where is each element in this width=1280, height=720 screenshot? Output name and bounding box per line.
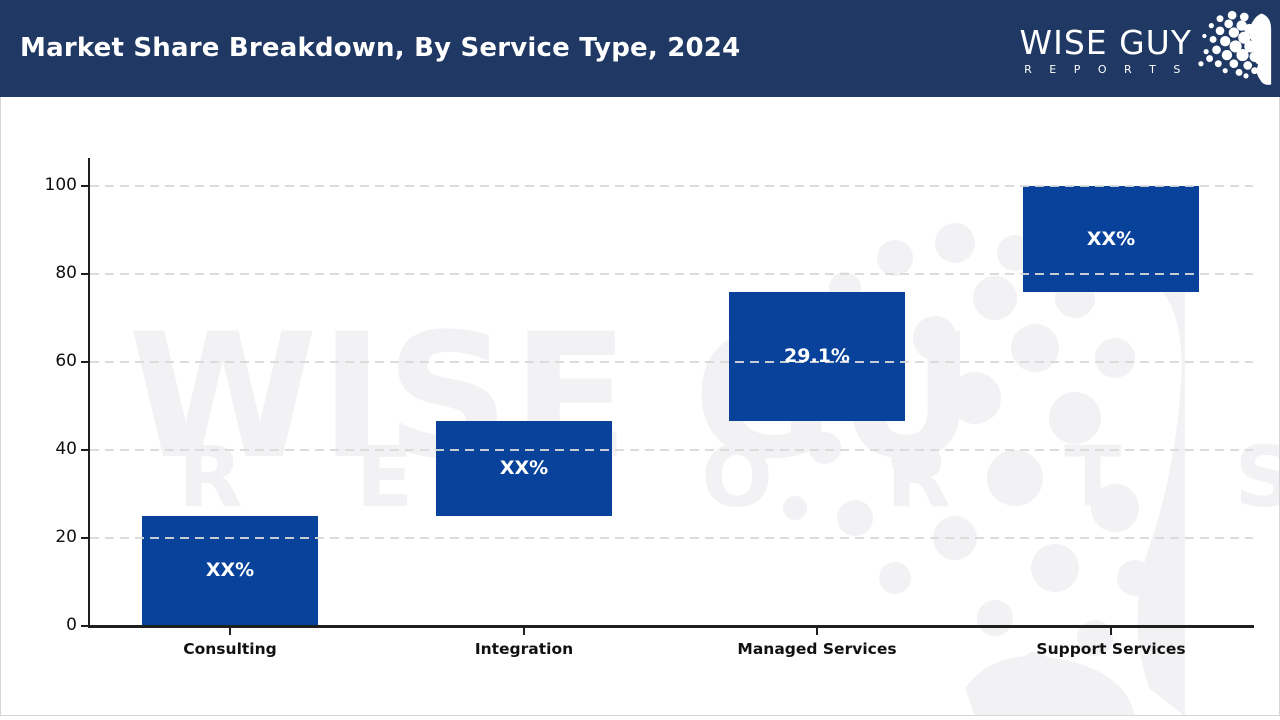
bar-value-label-managed-services: 29.1% (784, 345, 850, 368)
y-tick-mark (81, 273, 88, 275)
header-bar: Market Share Breakdown, By Service Type,… (0, 0, 1280, 97)
bar-consulting (142, 516, 318, 626)
x-tick-mark (1110, 628, 1112, 635)
y-tick-label: 40 (55, 439, 77, 459)
bar-value-label-consulting: XX% (205, 559, 255, 582)
y-tick-mark (81, 361, 88, 363)
gridline-60 (90, 361, 1253, 363)
gridline-20 (90, 537, 1253, 539)
y-tick-mark (81, 449, 88, 451)
y-tick-label: 60 (55, 351, 77, 371)
category-label-integration: Integration (474, 640, 574, 658)
y-tick-label: 100 (44, 175, 77, 195)
category-label-support-services: Support Services (1036, 640, 1186, 658)
watermark-face-icon (763, 223, 1185, 716)
y-tick-label: 80 (55, 263, 77, 283)
category-label-managed-services: Managed Services (737, 640, 897, 658)
gridline-100 (90, 185, 1253, 187)
x-tick-mark (816, 628, 818, 635)
bar-value-label-support-services: XX% (1086, 228, 1136, 250)
y-tick-mark (81, 537, 88, 539)
x-tick-mark (229, 628, 231, 635)
bar-managed-services (729, 292, 905, 421)
brand-logo-tagline: R E P O R T S (1024, 62, 1188, 76)
x-tick-mark (523, 628, 525, 635)
category-label-consulting: Consulting (183, 640, 277, 658)
face-logo-icon (1198, 10, 1272, 85)
gridline-40 (90, 449, 1253, 451)
bar-integration (436, 420, 612, 517)
y-tick-label: 20 (55, 527, 77, 547)
y-tick-mark (81, 625, 88, 627)
brand-logo: WISE GUY R E P O R T S (1019, 6, 1272, 92)
y-tick-label: 0 (66, 615, 77, 635)
bar-value-label-integration: XX% (499, 456, 549, 479)
x-axis-line (88, 625, 1254, 628)
gridline-80 (90, 273, 1253, 275)
brand-logo-name: WISE GUY (1019, 22, 1192, 62)
page-title: Market Share Breakdown, By Service Type,… (20, 33, 741, 63)
y-axis-line (88, 158, 90, 628)
brand-logo-text: WISE GUY R E P O R T S (1019, 23, 1192, 76)
y-tick-mark (81, 185, 88, 187)
